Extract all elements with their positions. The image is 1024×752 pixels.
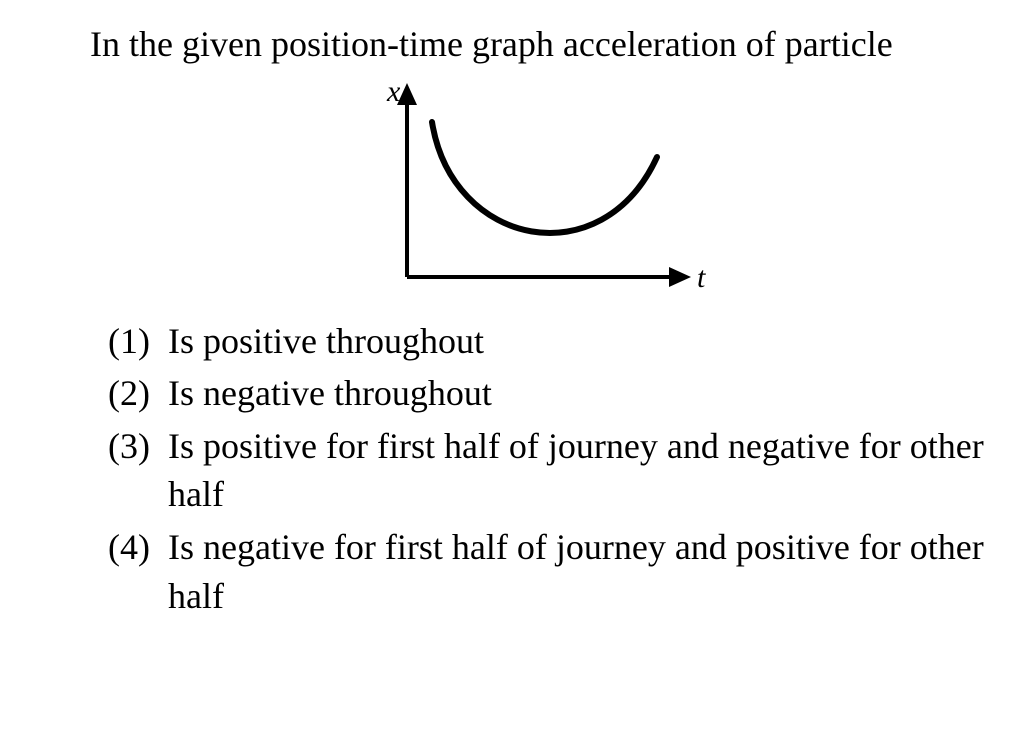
question-block: In the given position-time graph acceler… <box>0 0 1024 644</box>
option-text: Is negative for first half of journey an… <box>168 523 984 620</box>
option-1: (1) Is positive throughout <box>90 317 984 366</box>
option-text: Is positive for first half of journey an… <box>168 422 984 519</box>
option-3: (3) Is positive for first half of journe… <box>90 422 984 519</box>
options-list: (1) Is positive throughout (2) Is negati… <box>90 317 984 621</box>
position-time-graph: x t <box>357 77 717 307</box>
y-axis-label: x <box>386 77 401 108</box>
option-number: (3) <box>90 422 168 471</box>
option-4: (4) Is negative for first half of journe… <box>90 523 984 620</box>
curve-path <box>432 122 657 233</box>
question-stem: In the given position-time graph acceler… <box>90 20 984 69</box>
option-number: (1) <box>90 317 168 366</box>
option-number: (4) <box>90 523 168 572</box>
option-number: (2) <box>90 369 168 418</box>
option-text: Is positive throughout <box>168 317 984 366</box>
x-axis-label: t <box>697 261 706 294</box>
graph-container: x t <box>60 77 1014 307</box>
option-2: (2) Is negative throughout <box>90 369 984 418</box>
option-text: Is negative throughout <box>168 369 984 418</box>
x-axis-arrow-icon <box>669 267 691 287</box>
